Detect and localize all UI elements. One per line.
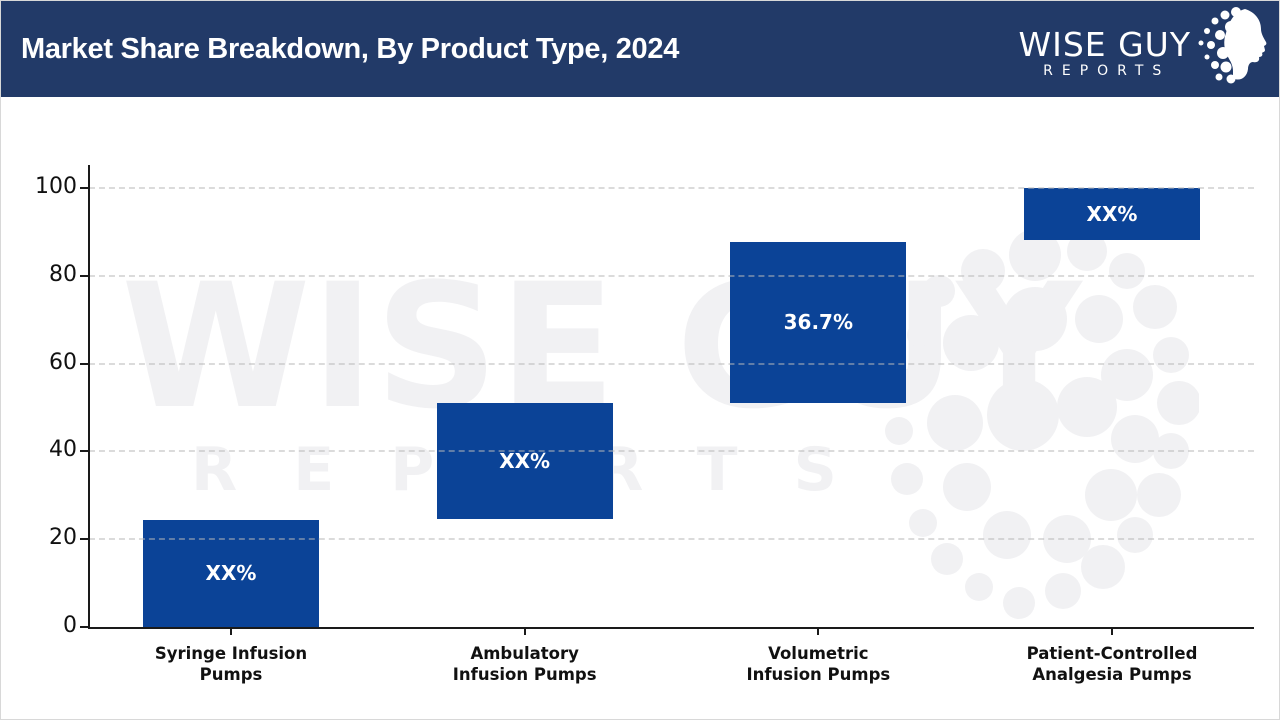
x-tick-mark-1 [230,629,232,635]
bar-1: XX% [143,519,319,627]
logo-text: WISE GUY REPORTS [1018,24,1191,79]
bar-value-label-1: XX% [205,561,257,586]
x-axis-spine [88,627,1254,629]
category-label-4: Patient-Controlled Analgesia Pumps [1026,644,1198,684]
watermark-head-icon [885,229,1199,619]
bar-value-label-4: XX% [1086,202,1138,227]
y-tick-mark-100 [80,187,88,189]
gridline-20 [89,538,1254,541]
category-label-1: Syringe Infusion Pumps [154,644,308,684]
y-tick-label-40: 40 [49,437,77,463]
y-tick-label-0: 0 [63,613,77,638]
category-label-2: Ambulatory Infusion Pumps [452,644,597,684]
wiseguy-logo: WISE GUY REPORTS [1018,5,1271,91]
y-tick-label-80: 80 [49,261,77,287]
bar-3: 36.7% [730,241,907,403]
bar-4: XX% [1024,188,1200,241]
gridline-60 [89,362,1254,365]
header: Market Share Breakdown, By Product Type,… [1,1,1279,97]
logo-subtext: REPORTS [1043,62,1171,79]
y-tick-mark-0 [80,626,88,628]
x-tick-mark-2 [523,629,526,635]
y-tick-mark-40 [80,450,88,453]
gridline-40 [89,450,1254,453]
y-tick-mark-80 [80,274,88,277]
y-tick-mark-60 [80,362,88,365]
logo-wordmark: WISE GUY [1018,24,1191,64]
x-tick-mark-4 [1111,629,1113,635]
gridline-80 [89,274,1254,277]
category-label-3: Volumetric Infusion Pumps [746,644,891,684]
y-axis-spine [88,165,90,629]
bar-value-label-2: XX% [499,449,551,474]
x-tick-mark-3 [817,629,820,635]
bar-2: XX% [436,402,613,520]
y-tick-label-60: 60 [49,349,77,375]
gridline-100 [89,187,1254,189]
y-tick-mark-20 [80,538,88,541]
page-title: Market Share Breakdown, By Product Type,… [21,32,680,65]
wiseguy-head-icon [1198,7,1267,84]
bar-value-label-3: 36.7% [783,310,854,335]
chart-area: WISE GUY REPORTS [1,97,1279,719]
y-tick-label-20: 20 [49,525,77,551]
y-tick-label-100: 100 [35,174,77,199]
